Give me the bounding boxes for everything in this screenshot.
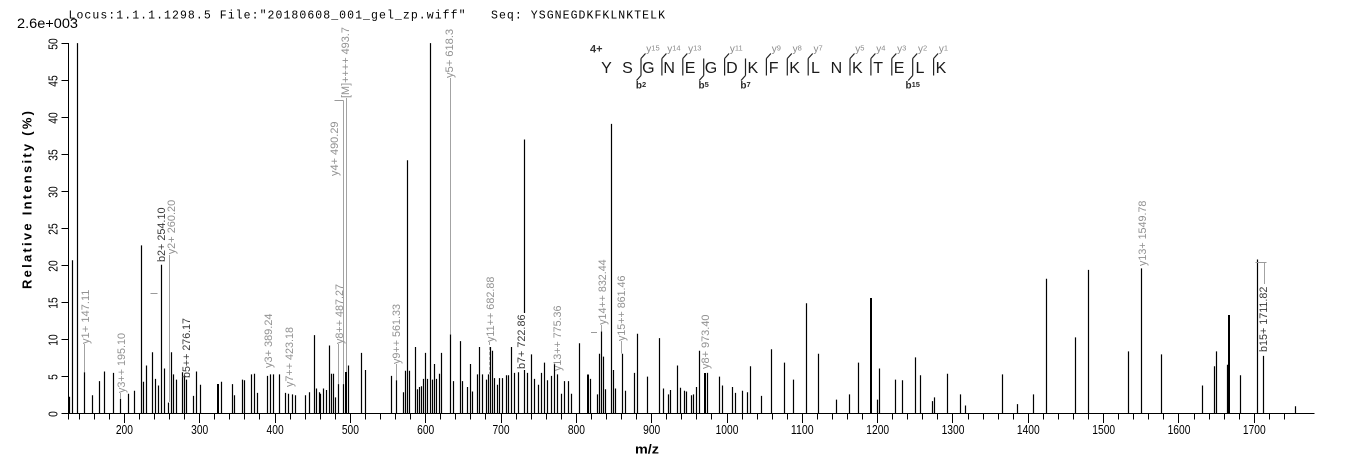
svg-text:2.6e+003: 2.6e+003 xyxy=(17,16,78,31)
svg-text:b7+ 722.86: b7+ 722.86 xyxy=(516,315,528,370)
svg-text:1100: 1100 xyxy=(791,423,814,437)
svg-text:b5++ 276.17: b5++ 276.17 xyxy=(181,318,193,378)
svg-text:y5+ 618.3: y5+ 618.3 xyxy=(444,29,456,78)
svg-text:N: N xyxy=(831,60,843,77)
svg-text:b15+ 1711.82: b15+ 1711.82 xyxy=(1258,287,1270,352)
svg-text:800: 800 xyxy=(568,423,585,437)
svg-text:y3: y3 xyxy=(897,44,906,56)
svg-text:15: 15 xyxy=(47,297,61,308)
svg-text:y1: y1 xyxy=(939,44,948,56)
svg-text:y11: y11 xyxy=(730,44,743,56)
svg-text:200: 200 xyxy=(116,423,133,437)
svg-text:1300: 1300 xyxy=(942,423,965,437)
svg-text:L: L xyxy=(916,60,925,77)
svg-text:1000: 1000 xyxy=(716,423,739,437)
svg-text:y8+ 973.40: y8+ 973.40 xyxy=(700,315,712,370)
svg-text:1400: 1400 xyxy=(1017,423,1040,437)
svg-text:y15++ 861.46: y15++ 861.46 xyxy=(616,276,628,341)
svg-text:y9++ 561.33: y9++ 561.33 xyxy=(391,304,403,364)
svg-text:600: 600 xyxy=(417,423,434,437)
svg-text:b5: b5 xyxy=(699,80,709,92)
svg-text:25: 25 xyxy=(47,223,61,234)
svg-text:Y: Y xyxy=(601,60,612,77)
svg-text:b2: b2 xyxy=(636,80,646,92)
svg-text:0: 0 xyxy=(47,411,61,417)
svg-text:y1+ 147.11: y1+ 147.11 xyxy=(80,290,92,345)
svg-text:m/z: m/z xyxy=(635,442,660,457)
svg-text:D: D xyxy=(726,60,738,77)
svg-text:y11++ 682.88: y11++ 682.88 xyxy=(485,277,497,342)
svg-text:N: N xyxy=(663,60,675,77)
svg-text:y4+ 490.29: y4+ 490.29 xyxy=(329,122,341,177)
svg-text:300: 300 xyxy=(191,423,208,437)
svg-text:y9: y9 xyxy=(772,44,781,56)
svg-text:y14: y14 xyxy=(667,44,680,56)
svg-text:40: 40 xyxy=(47,112,61,123)
svg-text:y15: y15 xyxy=(646,44,659,56)
svg-text:y13++ 775.36: y13++ 775.36 xyxy=(552,306,564,371)
svg-text:30: 30 xyxy=(47,186,61,197)
svg-text:y2+ 260.20: y2+ 260.20 xyxy=(166,200,178,255)
svg-text:b2+ 254.10: b2+ 254.10 xyxy=(156,208,168,263)
svg-text:y8++ 487.27: y8++ 487.27 xyxy=(334,284,346,344)
svg-text:Relative Intensity (%): Relative Intensity (%) xyxy=(20,111,35,289)
svg-text:20: 20 xyxy=(47,260,61,271)
svg-text:K: K xyxy=(789,60,800,77)
svg-text:1500: 1500 xyxy=(1092,423,1115,437)
svg-text:10: 10 xyxy=(47,334,61,345)
svg-text:G: G xyxy=(705,60,717,77)
svg-text:y3++ 195.10: y3++ 195.10 xyxy=(116,333,128,393)
svg-text:K: K xyxy=(936,60,947,77)
svg-text:y4: y4 xyxy=(876,44,885,56)
svg-text:F: F xyxy=(769,60,779,77)
svg-text:y14++ 832.44: y14++ 832.44 xyxy=(597,259,609,324)
svg-text:K: K xyxy=(747,60,758,77)
svg-text:Locus:1.1.1.1298.5 File:"20180: Locus:1.1.1.1298.5 File:"20180608_001_ge… xyxy=(69,10,466,23)
svg-text:L: L xyxy=(811,60,820,77)
svg-text:b15: b15 xyxy=(905,80,919,92)
svg-text:900: 900 xyxy=(643,423,660,437)
svg-text:[M]++++ 493.7: [M]++++ 493.7 xyxy=(340,27,352,98)
svg-text:G: G xyxy=(642,60,654,77)
svg-text:S: S xyxy=(622,60,633,77)
svg-text:1600: 1600 xyxy=(1168,423,1191,437)
svg-text:45: 45 xyxy=(47,75,61,86)
svg-text:y3+ 389.24: y3+ 389.24 xyxy=(263,314,275,369)
svg-text:y13: y13 xyxy=(688,44,701,56)
svg-text:y2: y2 xyxy=(918,44,927,56)
svg-text:700: 700 xyxy=(492,423,509,437)
svg-text:E: E xyxy=(685,60,696,77)
svg-text:Seq: YSGNEGDKFKLNKTELK: Seq: YSGNEGDKFKLNKTELK xyxy=(491,10,665,23)
svg-text:y7: y7 xyxy=(814,44,823,56)
svg-text:y7++ 423.18: y7++ 423.18 xyxy=(284,327,296,387)
svg-text:E: E xyxy=(894,60,905,77)
svg-text:1200: 1200 xyxy=(866,423,889,437)
svg-text:T: T xyxy=(873,60,883,77)
svg-text:400: 400 xyxy=(267,423,284,437)
svg-text:1700: 1700 xyxy=(1243,423,1266,437)
svg-text:5: 5 xyxy=(47,374,61,380)
svg-text:b7: b7 xyxy=(740,80,750,92)
svg-text:y5: y5 xyxy=(855,44,864,56)
svg-text:y13+ 1549.78: y13+ 1549.78 xyxy=(1137,201,1149,266)
svg-text:500: 500 xyxy=(342,423,359,437)
svg-text:y8: y8 xyxy=(793,44,802,56)
svg-text:4+: 4+ xyxy=(590,44,603,56)
svg-text:35: 35 xyxy=(47,149,61,160)
svg-text:K: K xyxy=(852,60,863,77)
svg-text:50: 50 xyxy=(47,38,61,49)
